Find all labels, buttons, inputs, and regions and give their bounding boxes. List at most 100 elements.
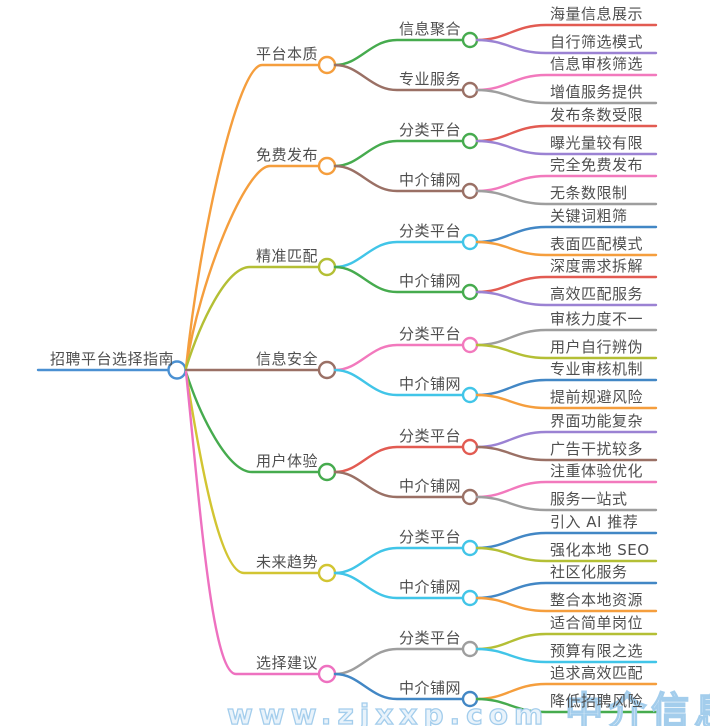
subtopic-node-4-1[interactable]: 中介铺网 (399, 477, 462, 495)
connector-line (475, 38, 658, 55)
branch-toggle-4[interactable] (317, 462, 337, 482)
subtopic-node-0-1[interactable]: 专业服务 (399, 70, 462, 88)
connector-line (184, 63, 321, 370)
subtopic-toggle-3-0[interactable] (461, 336, 479, 354)
branch-node-0[interactable]: 平台本质 (256, 45, 319, 63)
connector-line (475, 445, 658, 462)
leaf-node-1-1-0[interactable]: 完全免费发布 (550, 156, 644, 174)
connector-line (475, 189, 658, 206)
connector-line (333, 343, 465, 372)
leaf-node-5-0-0[interactable]: 引入 AI 推荐 (550, 513, 639, 531)
leaf-node-0-0-1[interactable]: 自行筛选模式 (550, 33, 644, 51)
branch-toggle-5[interactable] (317, 563, 337, 583)
connector-line (333, 445, 465, 474)
leaf-node-6-1-1[interactable]: 降低招聘风险 (550, 692, 644, 710)
subtopic-toggle-5-1[interactable] (461, 589, 479, 607)
leaf-node-4-0-1[interactable]: 广告干扰较多 (550, 440, 644, 458)
connector-line (475, 697, 658, 714)
connector-line (475, 88, 658, 105)
subtopic-node-4-0[interactable]: 分类平台 (399, 427, 462, 445)
root-node[interactable]: 招聘平台选择指南 (50, 350, 175, 368)
subtopic-toggle-0-1[interactable] (461, 81, 479, 99)
leaf-node-0-1-0[interactable]: 信息审核筛选 (550, 55, 644, 73)
branch-toggle-3[interactable] (317, 360, 337, 380)
leaf-node-6-0-1[interactable]: 预算有限之选 (550, 642, 644, 660)
subtopic-node-2-1[interactable]: 中介铺网 (399, 272, 462, 290)
leaf-node-1-1-1[interactable]: 无条数限制 (550, 184, 628, 202)
leaf-node-1-0-0[interactable]: 发布条数受限 (550, 106, 644, 124)
branch-toggle-1[interactable] (317, 156, 337, 176)
connector-line (184, 370, 321, 575)
connector-line (475, 343, 658, 360)
leaf-node-3-0-1[interactable]: 用户自行辨伪 (550, 338, 644, 356)
connector-line (475, 393, 658, 410)
subtopic-toggle-0-0[interactable] (461, 31, 479, 49)
leaf-node-4-1-1[interactable]: 服务一站式 (550, 490, 628, 508)
subtopic-toggle-2-1[interactable] (461, 283, 479, 301)
watermark-site-name: 中介信息铺网 (565, 688, 710, 726)
leaf-node-1-0-1[interactable]: 曝光量较有限 (550, 134, 644, 152)
leaf-node-5-0-1[interactable]: 强化本地 SEO (550, 541, 650, 559)
watermark-url: www.zjxxp.com (226, 697, 550, 726)
subtopic-node-3-0[interactable]: 分类平台 (399, 325, 462, 343)
subtopic-node-5-0[interactable]: 分类平台 (399, 528, 462, 546)
leaf-node-2-1-0[interactable]: 深度需求拆解 (550, 257, 644, 275)
leaf-node-3-1-0[interactable]: 专业审核机制 (550, 360, 644, 378)
leaf-node-2-0-1[interactable]: 表面匹配模式 (550, 235, 644, 253)
connector-line (333, 647, 465, 676)
connector-line (333, 240, 465, 269)
connector-line (333, 470, 465, 499)
connector-line (333, 546, 465, 575)
connector-line (475, 240, 658, 257)
subtopic-toggle-4-0[interactable] (461, 438, 479, 456)
subtopic-node-5-1[interactable]: 中介铺网 (399, 578, 462, 596)
subtopic-toggle-3-1[interactable] (461, 386, 479, 404)
leaf-node-2-1-1[interactable]: 高效匹配服务 (550, 285, 644, 303)
connector-line (184, 370, 321, 474)
leaf-node-3-1-1[interactable]: 提前规避风险 (550, 388, 644, 406)
branch-toggle-0[interactable] (317, 55, 337, 75)
subtopic-toggle-4-1[interactable] (461, 488, 479, 506)
watermark: www.zjxxp.com 中介信息铺网 (226, 680, 710, 726)
subtopic-node-6-0[interactable]: 分类平台 (399, 629, 462, 647)
subtopic-node-1-0[interactable]: 分类平台 (399, 121, 462, 139)
subtopic-node-3-1[interactable]: 中介铺网 (399, 375, 462, 393)
connector-line (184, 265, 321, 370)
connector-line (475, 647, 658, 664)
subtopic-node-0-0[interactable]: 信息聚合 (399, 20, 462, 38)
branch-node-1[interactable]: 免费发布 (256, 146, 319, 164)
leaf-node-6-0-0[interactable]: 适合简单岗位 (550, 614, 644, 632)
subtopic-node-6-1[interactable]: 中介铺网 (399, 679, 462, 697)
subtopic-toggle-5-0[interactable] (461, 539, 479, 557)
connector-line (184, 370, 321, 676)
leaf-node-5-1-1[interactable]: 整合本地资源 (550, 591, 644, 609)
branch-node-5[interactable]: 未来趋势 (256, 553, 319, 571)
leaf-node-5-1-0[interactable]: 社区化服务 (550, 563, 628, 581)
subtopic-toggle-1-0[interactable] (461, 132, 479, 150)
leaf-node-6-1-0[interactable]: 追求高效匹配 (550, 664, 644, 682)
branch-node-3[interactable]: 信息安全 (256, 350, 319, 368)
connector-line (333, 368, 465, 397)
branch-node-4[interactable]: 用户体验 (256, 452, 319, 470)
subtopic-toggle-1-1[interactable] (461, 182, 479, 200)
leaf-node-0-0-0[interactable]: 海量信息展示 (550, 5, 644, 23)
leaf-node-4-1-0[interactable]: 注重体验优化 (550, 462, 644, 480)
connector-line (475, 546, 658, 563)
connector-line (333, 672, 465, 701)
leaf-node-2-0-0[interactable]: 关键词粗筛 (550, 207, 628, 225)
branch-toggle-2[interactable] (317, 257, 337, 277)
subtopic-node-1-1[interactable]: 中介铺网 (399, 171, 462, 189)
subtopic-node-2-0[interactable]: 分类平台 (399, 222, 462, 240)
leaf-node-3-0-0[interactable]: 审核力度不一 (550, 310, 644, 328)
connector-line (475, 139, 658, 156)
subtopic-toggle-2-0[interactable] (461, 233, 479, 251)
leaf-node-0-1-1[interactable]: 增值服务提供 (550, 83, 644, 101)
connector-line (333, 164, 465, 193)
connector-line (333, 63, 465, 92)
subtopic-toggle-6-0[interactable] (461, 640, 479, 658)
branch-node-6[interactable]: 选择建议 (256, 654, 319, 672)
connector-line (475, 495, 658, 512)
leaf-node-4-0-0[interactable]: 界面功能复杂 (550, 412, 644, 430)
branch-node-2[interactable]: 精准匹配 (256, 247, 319, 265)
